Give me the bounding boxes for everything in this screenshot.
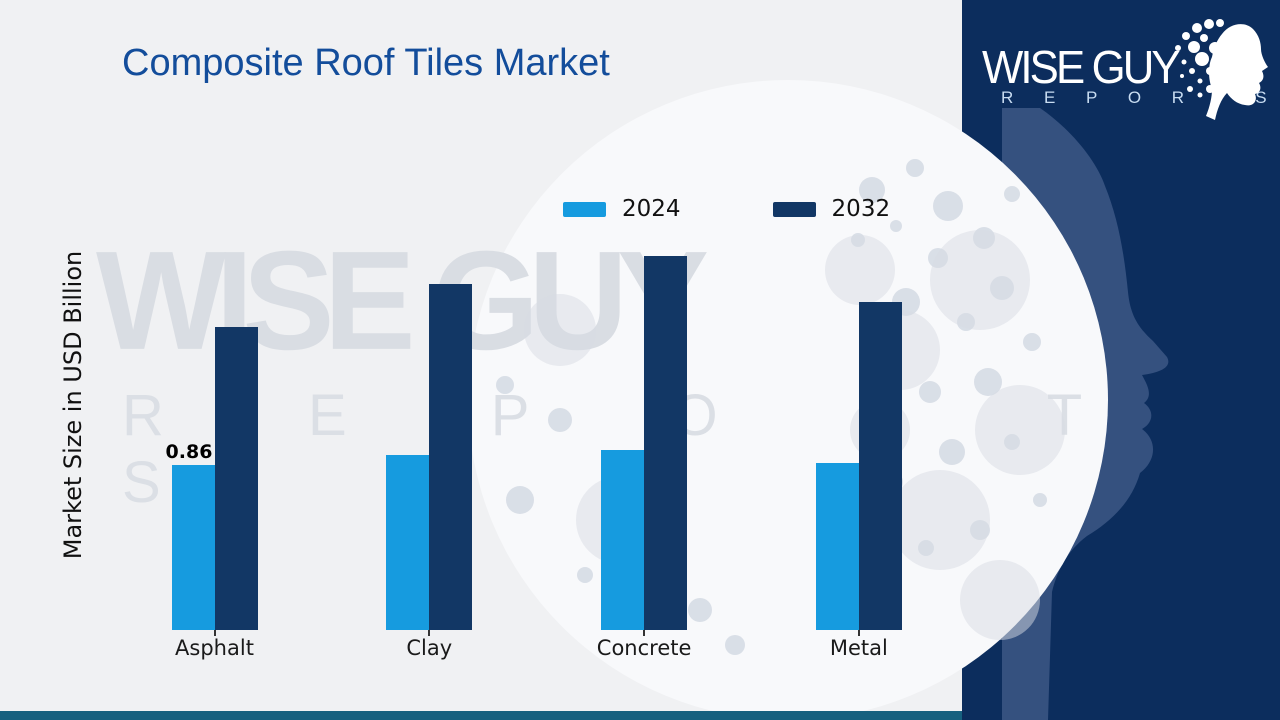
category-label-concrete: Concrete <box>596 636 692 660</box>
bar-asphalt-2032 <box>214 327 258 630</box>
bar-clay-2032 <box>429 284 473 630</box>
legend-swatch-2032 <box>772 201 816 217</box>
x-axis-tick <box>857 630 860 636</box>
bar-metal-2024 <box>815 463 859 630</box>
logo-wiseguy-text: WISE GUY <box>982 41 1181 93</box>
legend-swatch-2024 <box>563 201 606 217</box>
x-axis-tick <box>428 630 431 636</box>
bar-asphalt-2024 <box>171 465 215 630</box>
bottom-teal-bar <box>0 711 962 720</box>
logo-head-icon <box>1175 19 1268 120</box>
legend-label-2032: 2032 <box>831 196 891 222</box>
bar-concrete-2032 <box>644 256 688 630</box>
x-axis-tick <box>643 630 646 636</box>
category-label-metal: Metal <box>829 636 888 660</box>
bar-metal-2032 <box>858 302 902 630</box>
legend-label-2024: 2024 <box>622 196 681 222</box>
page-title: Composite Roof Tiles Market <box>122 42 610 84</box>
bar-value-label: 0.86 <box>165 441 213 463</box>
bar-concrete-2024 <box>601 450 645 630</box>
legend-item-2032: 2032 <box>772 196 891 222</box>
category-label-asphalt: Asphalt <box>175 636 254 660</box>
legend-item-2024: 2024 <box>563 196 681 222</box>
y-axis-label: Market Size in USD Billion <box>59 250 87 560</box>
chart-legend: 2024 2032 <box>563 196 890 222</box>
x-axis-tick <box>213 630 216 636</box>
bar-clay-2024 <box>386 455 430 630</box>
category-label-clay: Clay <box>406 636 453 660</box>
